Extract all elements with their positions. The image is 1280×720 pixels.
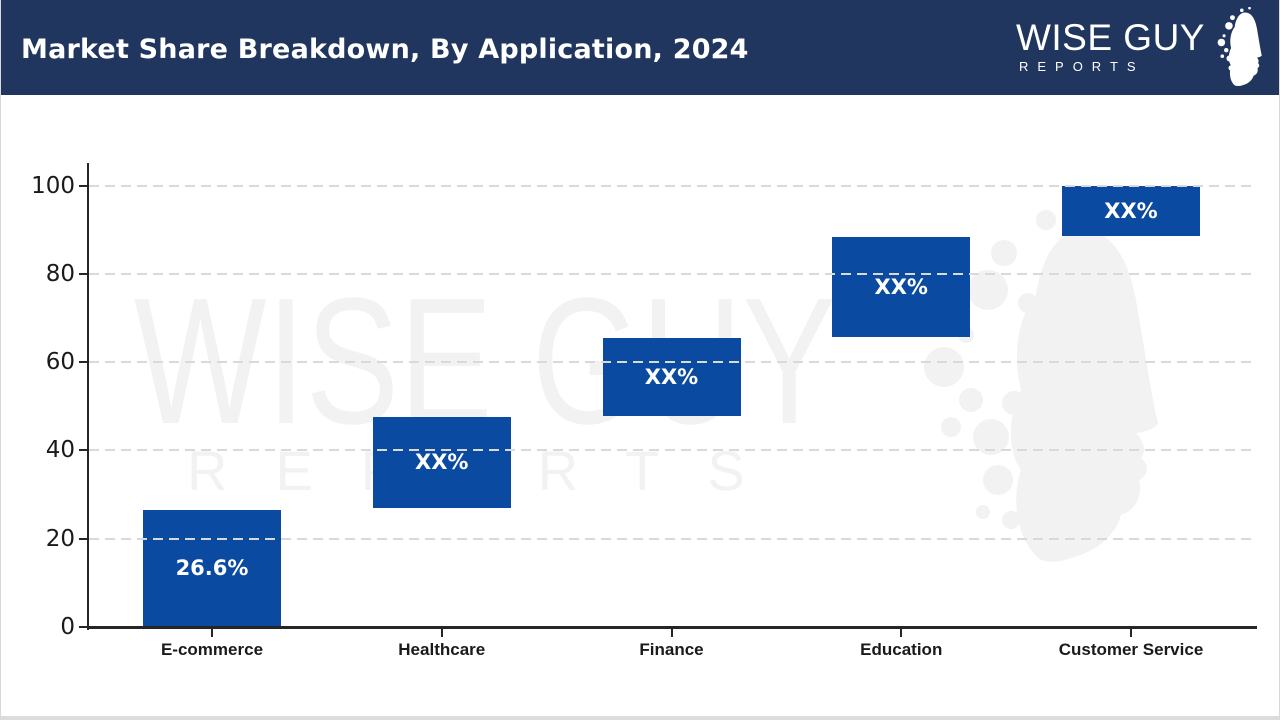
x-axis-line (87, 626, 1257, 629)
wise-guy-logo: WISE GUY REPORTS (1015, 17, 1205, 75)
header-bar: Market Share Breakdown, By Application, … (1, 0, 1279, 95)
gridline-20 (89, 537, 1256, 540)
gridline-60 (89, 361, 1256, 364)
y-tick-label-40: 40 (45, 437, 75, 464)
x-tick-mark-5 (1130, 629, 1132, 637)
chart-title: Market Share Breakdown, By Application, … (21, 34, 749, 65)
bar-customer-service: XX% (1062, 186, 1200, 236)
bar-finance: XX% (602, 337, 741, 416)
y-tick-label-20: 20 (45, 525, 75, 552)
y-tick-mark-0 (79, 626, 88, 628)
bottom-edge-strip (1, 716, 1279, 720)
logo-wise-guy-text: WISE GUY (1015, 17, 1205, 58)
y-axis-line (87, 163, 89, 630)
x-tick-mark-4 (900, 629, 903, 637)
bar-healthcare: XX% (372, 416, 511, 508)
y-tick-mark-80 (79, 272, 88, 275)
y-tick-label-60: 60 (45, 349, 75, 376)
x-tick-label-healthcare: Healthcare (398, 640, 486, 659)
bar-value-label: 26.6% (175, 556, 249, 581)
bar-value-label: XX% (415, 450, 469, 475)
bar-value-label: XX% (874, 274, 928, 299)
watermark-face-logo (924, 201, 1158, 562)
y-tick-mark-60 (79, 361, 88, 364)
x-tick-mark-2 (440, 629, 443, 637)
y-tick-label-80: 80 (45, 260, 75, 287)
y-tick-mark-100 (79, 184, 88, 187)
y-tick-label-0: 0 (60, 614, 75, 640)
y-tick-label-100: 100 (31, 172, 75, 199)
x-tick-mark-1 (211, 629, 213, 637)
x-tick-label-education: Education (860, 640, 943, 659)
logo-reports-text: REPORTS (1018, 59, 1145, 74)
x-tick-label-e-commerce: E-commerce (160, 640, 264, 659)
y-tick-mark-20 (79, 537, 88, 540)
logo-face-icon (1217, 7, 1262, 87)
bar-e-commerce: 26.6% (143, 509, 281, 627)
gridline-40 (89, 449, 1256, 452)
bar-value-label: XX% (644, 364, 699, 389)
bar-education: XX% (832, 236, 971, 337)
x-tick-label-finance: Finance (639, 640, 704, 659)
gridline-80 (89, 272, 1256, 275)
y-tick-mark-40 (79, 449, 88, 452)
x-tick-label-customer-service: Customer Service (1058, 640, 1204, 659)
gridline-100 (89, 184, 1256, 187)
x-tick-mark-3 (670, 629, 673, 637)
bar-value-label: XX% (1104, 199, 1158, 224)
